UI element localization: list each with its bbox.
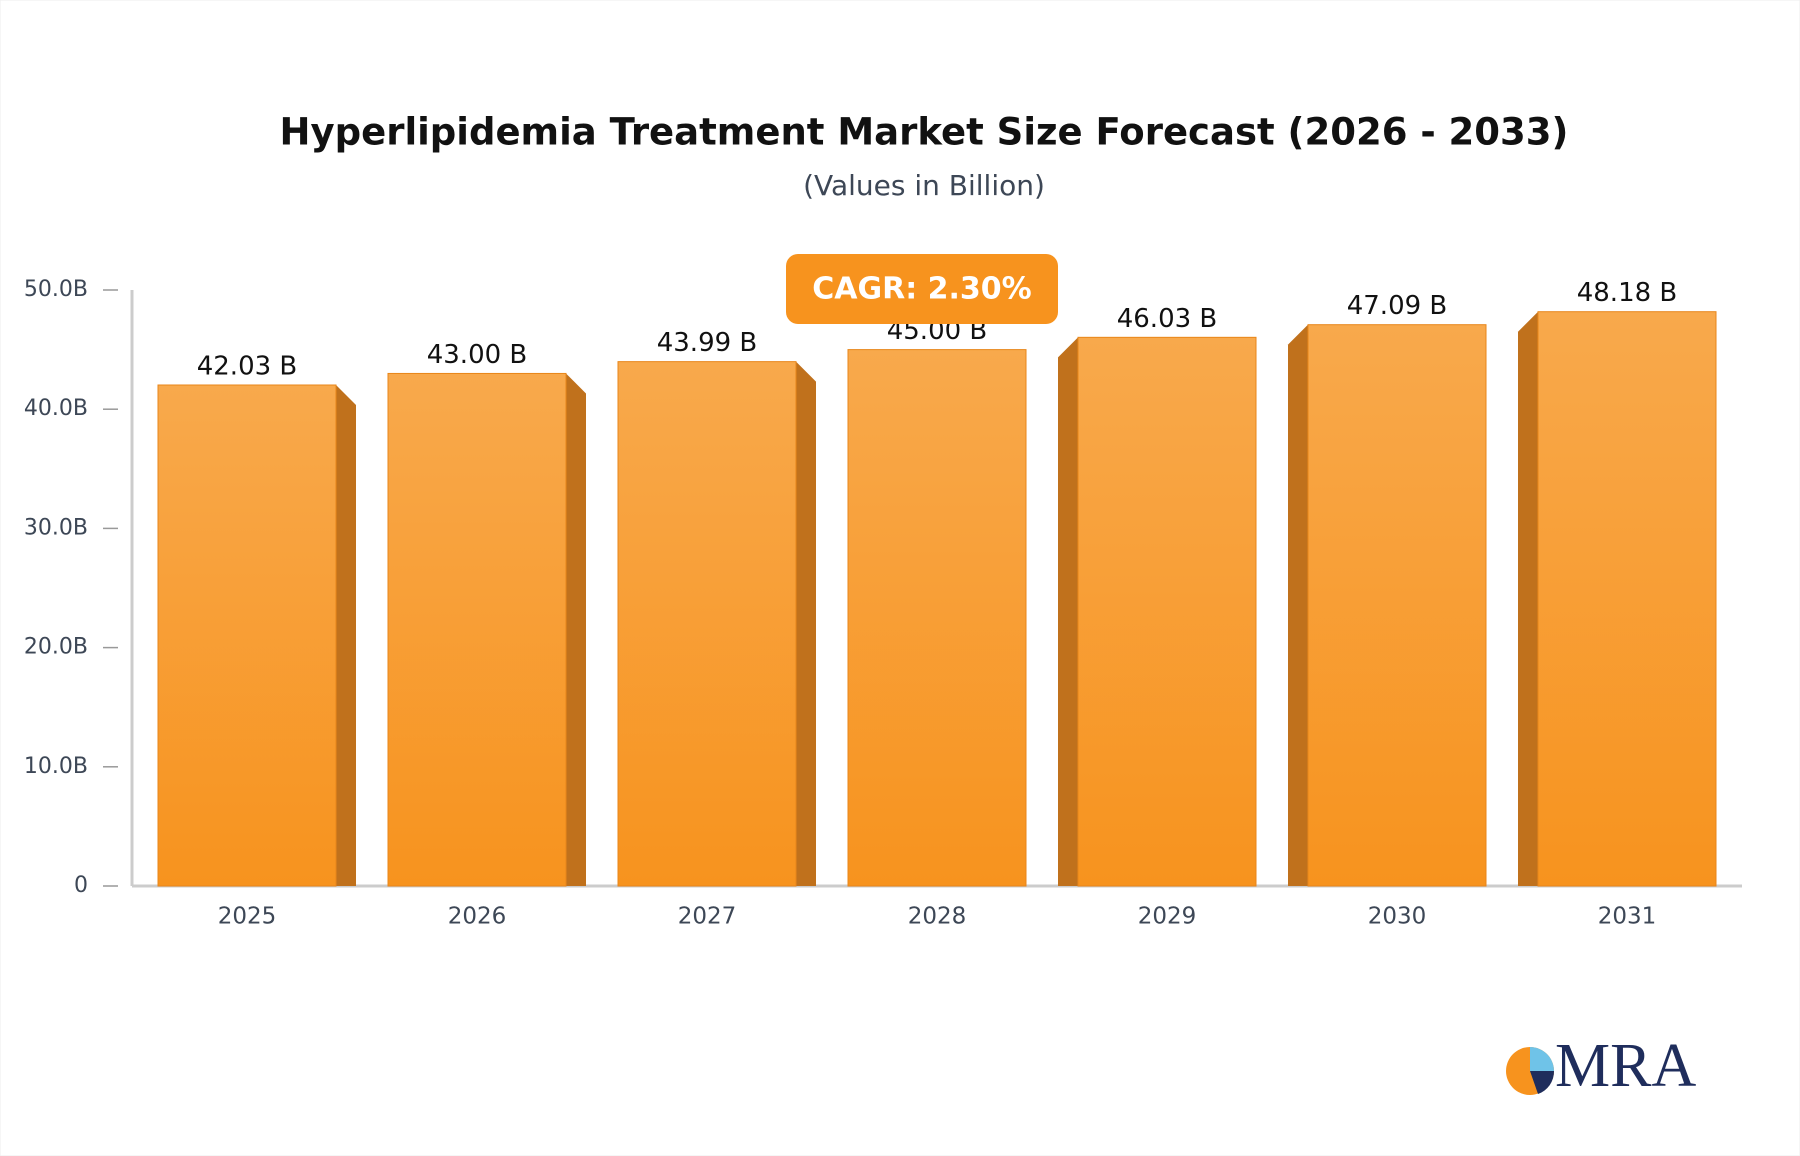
x-tick-label: 2026 (448, 904, 507, 930)
data-label: 47.09 B (1347, 291, 1448, 321)
bar-side (1058, 337, 1078, 886)
logo-icon-slice (1530, 1047, 1554, 1071)
bar (617, 361, 797, 887)
bar-side (566, 373, 586, 886)
bar (1537, 311, 1717, 887)
bar-side (796, 361, 816, 887)
chart-subtitle: (Values in Billion) (803, 169, 1045, 202)
bar (157, 384, 337, 887)
y-tick-label: 40.0B (24, 396, 88, 421)
x-tick-label: 2025 (218, 904, 277, 930)
bar (847, 349, 1027, 887)
data-label: 43.00 B (427, 340, 528, 370)
x-tick-label: 2029 (1138, 904, 1197, 930)
y-tick-label: 10.0B (24, 754, 88, 779)
bar-side (336, 385, 356, 886)
bar (387, 372, 567, 887)
bar (1077, 336, 1257, 887)
logo-icon-slice (1530, 1071, 1555, 1094)
data-label: 48.18 B (1577, 278, 1678, 308)
chart-title: Hyperlipidemia Treatment Market Size For… (280, 111, 1569, 154)
bar (1307, 324, 1487, 887)
x-tick-label: 2027 (678, 904, 737, 930)
logo-text: MRA (1555, 1032, 1696, 1100)
y-tick-label: 30.0B (24, 515, 88, 540)
logo: MRA (1506, 1032, 1696, 1100)
x-tick-label: 2031 (1598, 904, 1657, 930)
y-tick-label: 50.0B (24, 277, 88, 302)
x-tick-label: 2028 (908, 904, 967, 930)
annotation-box (786, 254, 1058, 324)
y-tick-label: 20.0B (24, 635, 88, 660)
data-label: 43.99 B (657, 328, 758, 358)
bar-side (1288, 324, 1308, 886)
y-tick-label: 0 (74, 873, 88, 898)
x-tick-label: 2030 (1368, 904, 1427, 930)
annotation: CAGR: 2.30% (812, 272, 1031, 307)
data-label: 46.03 B (1117, 304, 1218, 334)
data-label: 42.03 B (197, 352, 298, 382)
bar-side (1518, 311, 1538, 886)
